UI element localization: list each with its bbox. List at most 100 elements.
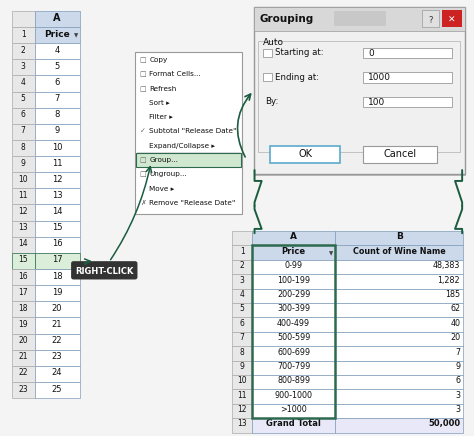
FancyBboxPatch shape [12,204,35,221]
FancyBboxPatch shape [232,389,252,404]
Text: 6: 6 [240,319,245,328]
FancyBboxPatch shape [263,49,272,57]
Text: 300-399: 300-399 [277,304,310,313]
Text: 8: 8 [21,143,26,152]
Text: Grouping: Grouping [259,14,313,24]
FancyBboxPatch shape [12,92,35,108]
FancyBboxPatch shape [12,237,35,253]
FancyBboxPatch shape [35,92,80,108]
Text: 7: 7 [240,333,245,342]
Text: 13: 13 [237,419,247,429]
FancyBboxPatch shape [232,231,252,245]
Text: 4: 4 [21,78,26,87]
FancyBboxPatch shape [335,361,463,375]
FancyBboxPatch shape [363,146,437,164]
FancyBboxPatch shape [252,317,335,332]
FancyBboxPatch shape [12,11,35,27]
FancyBboxPatch shape [254,7,465,31]
FancyBboxPatch shape [35,140,80,156]
FancyBboxPatch shape [12,301,35,317]
Text: 18: 18 [52,272,63,281]
FancyBboxPatch shape [252,346,335,361]
FancyBboxPatch shape [335,274,463,289]
Text: 10: 10 [18,175,28,184]
FancyBboxPatch shape [252,332,335,346]
FancyBboxPatch shape [252,303,335,317]
Text: 17: 17 [52,255,63,265]
FancyBboxPatch shape [35,108,80,124]
FancyBboxPatch shape [35,285,80,301]
FancyBboxPatch shape [71,261,137,279]
Text: Move ▸: Move ▸ [149,185,174,191]
Text: 200-299: 200-299 [277,290,310,299]
Text: ✕: ✕ [448,16,456,24]
Text: Cancel: Cancel [383,149,417,159]
Text: 13: 13 [52,191,63,200]
Text: Filter ▸: Filter ▸ [149,114,173,120]
FancyBboxPatch shape [363,48,452,58]
Text: 100-199: 100-199 [277,276,310,285]
Text: RIGHT-CLICK: RIGHT-CLICK [75,267,134,276]
FancyBboxPatch shape [35,382,80,398]
Text: 7: 7 [455,347,460,357]
FancyBboxPatch shape [252,361,335,375]
FancyBboxPatch shape [12,124,35,140]
FancyBboxPatch shape [335,303,463,317]
Text: B: B [396,232,402,242]
Text: 16: 16 [52,239,63,249]
Text: 19: 19 [18,320,28,329]
Text: 2: 2 [240,261,245,270]
Text: 62: 62 [450,304,460,313]
FancyBboxPatch shape [12,43,35,59]
Text: Grand Total: Grand Total [266,419,321,429]
Text: 21: 21 [18,352,28,361]
Text: 22: 22 [18,368,28,378]
FancyBboxPatch shape [12,269,35,285]
FancyBboxPatch shape [335,375,463,389]
FancyBboxPatch shape [12,75,35,92]
FancyBboxPatch shape [232,274,252,289]
Text: ?: ? [428,16,433,24]
Text: 24: 24 [52,368,63,378]
FancyBboxPatch shape [35,221,80,237]
Text: 17: 17 [18,288,28,297]
FancyBboxPatch shape [12,285,35,301]
FancyBboxPatch shape [335,231,463,245]
FancyBboxPatch shape [35,59,80,75]
Text: 0: 0 [368,49,374,58]
Text: 3: 3 [455,391,460,400]
FancyBboxPatch shape [255,8,466,176]
FancyBboxPatch shape [334,11,386,26]
Text: 10: 10 [52,143,63,152]
Text: By:: By: [265,97,279,106]
FancyBboxPatch shape [335,346,463,361]
Text: 16: 16 [18,272,28,281]
Text: 5: 5 [240,304,245,313]
Text: 12: 12 [237,405,247,414]
FancyBboxPatch shape [12,59,35,75]
Text: 700-799: 700-799 [277,362,310,371]
FancyBboxPatch shape [252,231,335,245]
FancyBboxPatch shape [12,382,35,398]
Text: A: A [54,13,61,23]
Text: □: □ [140,72,146,77]
Text: 800-899: 800-899 [277,376,310,385]
FancyBboxPatch shape [35,269,80,285]
FancyBboxPatch shape [252,260,335,274]
Text: 4: 4 [240,290,245,299]
FancyBboxPatch shape [35,75,80,92]
Text: 25: 25 [52,385,63,394]
Text: 14: 14 [52,207,63,216]
FancyBboxPatch shape [232,260,252,274]
Text: 400-499: 400-499 [277,319,310,328]
Text: Price: Price [44,30,70,39]
Text: 9: 9 [240,362,245,371]
Text: 6: 6 [55,78,60,87]
FancyBboxPatch shape [335,332,463,346]
FancyBboxPatch shape [232,375,252,389]
FancyBboxPatch shape [263,73,272,81]
FancyBboxPatch shape [12,156,35,172]
Text: 22: 22 [52,336,63,345]
Text: Format Cells...: Format Cells... [149,72,201,77]
FancyBboxPatch shape [12,366,35,382]
